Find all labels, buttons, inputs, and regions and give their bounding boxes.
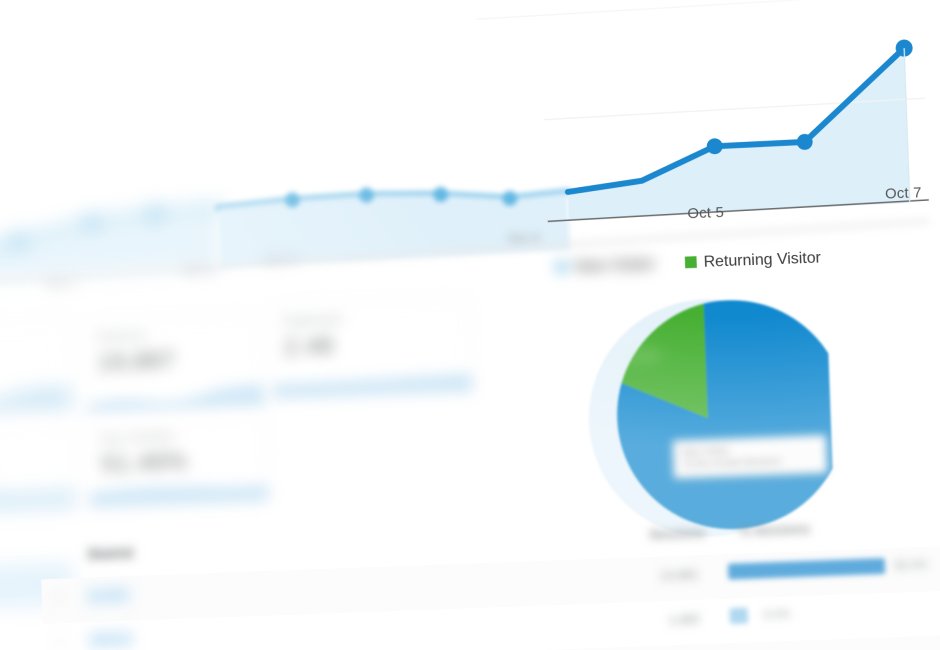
pie-svg <box>588 299 847 537</box>
sparkline-icon <box>272 373 474 400</box>
axis-tick-oct5: Oct 5 <box>687 203 725 222</box>
axis-tick-blurred-4: Oct 4 <box>507 230 540 247</box>
table-row-index: 2 <box>55 635 63 649</box>
table-row-source[interactable]: google <box>85 585 132 605</box>
metric-card-avg-duration[interactable]: Avg. Duration 51.46% <box>86 417 270 509</box>
axis-tick-blurred-2: Oct 2 <box>183 262 216 279</box>
metric-card-value: 19,887 <box>97 345 177 376</box>
metric-card-label: Avg. Duration <box>100 430 176 446</box>
table-row-index: 1 <box>54 591 62 605</box>
table-row-pct: 68.4% <box>894 558 928 573</box>
table-row-sessions: 13,681 <box>659 566 699 584</box>
traffic-sources-table[interactable]: Source Sessions % Sessions 1 google 13,6… <box>40 504 940 650</box>
table-row-sessions: 1,682 <box>668 611 701 628</box>
axis-tick-oct7: Oct 7 <box>884 183 922 202</box>
table-row-bar-track <box>729 601 932 625</box>
sparkline-icon <box>0 387 74 416</box>
table-header-pct-sessions: % Sessions <box>739 521 811 539</box>
sparkline-icon <box>89 477 270 508</box>
metric-card-value: 2.48 <box>283 331 335 361</box>
metric-card-value: 9,891 <box>0 345 58 380</box>
metric-card-label: Users <box>0 328 57 347</box>
sparkline-icon <box>86 384 267 413</box>
metric-card-label: Sessions <box>96 329 148 344</box>
pie-tooltip: New Visitor 74.5% of total Sessions <box>672 434 828 479</box>
legend-item-new-visitor[interactable]: New Visitor <box>555 255 655 277</box>
table-row-bar <box>729 607 749 625</box>
table-row-pct: 8.4% <box>763 608 791 622</box>
metric-card-label: Pageviews <box>282 313 343 329</box>
table-header-source: Source <box>84 544 137 563</box>
metric-card-label: Bounce Rate <box>0 434 61 453</box>
axis-tick-blurred-1: Oct 1 <box>44 275 77 292</box>
legend-square-icon <box>684 256 697 269</box>
axis-tick-blurred-3: Oct 3 <box>264 251 297 268</box>
metric-card-pageviews[interactable]: Pageviews 2.48 <box>268 297 474 401</box>
metric-card-bounce-rate[interactable]: Bounce Rate 48.99% <box>0 424 77 514</box>
metric-card-sessions[interactable]: Sessions 19,887 <box>82 313 267 414</box>
table-row-bar <box>727 557 886 580</box>
sparkline-icon <box>0 484 77 513</box>
pie-slice-inner-label: 25.5% <box>626 349 661 364</box>
legend-dot-icon <box>555 260 568 274</box>
visitor-type-pie-chart[interactable]: 25.5% <box>580 291 847 546</box>
metric-card-users[interactable]: Users 9,891 <box>0 316 74 417</box>
table-header-sessions: Sessions <box>649 525 706 543</box>
table-row-source[interactable]: (direct) <box>87 630 135 649</box>
legend-label-new-visitor: New Visitor <box>574 254 656 276</box>
